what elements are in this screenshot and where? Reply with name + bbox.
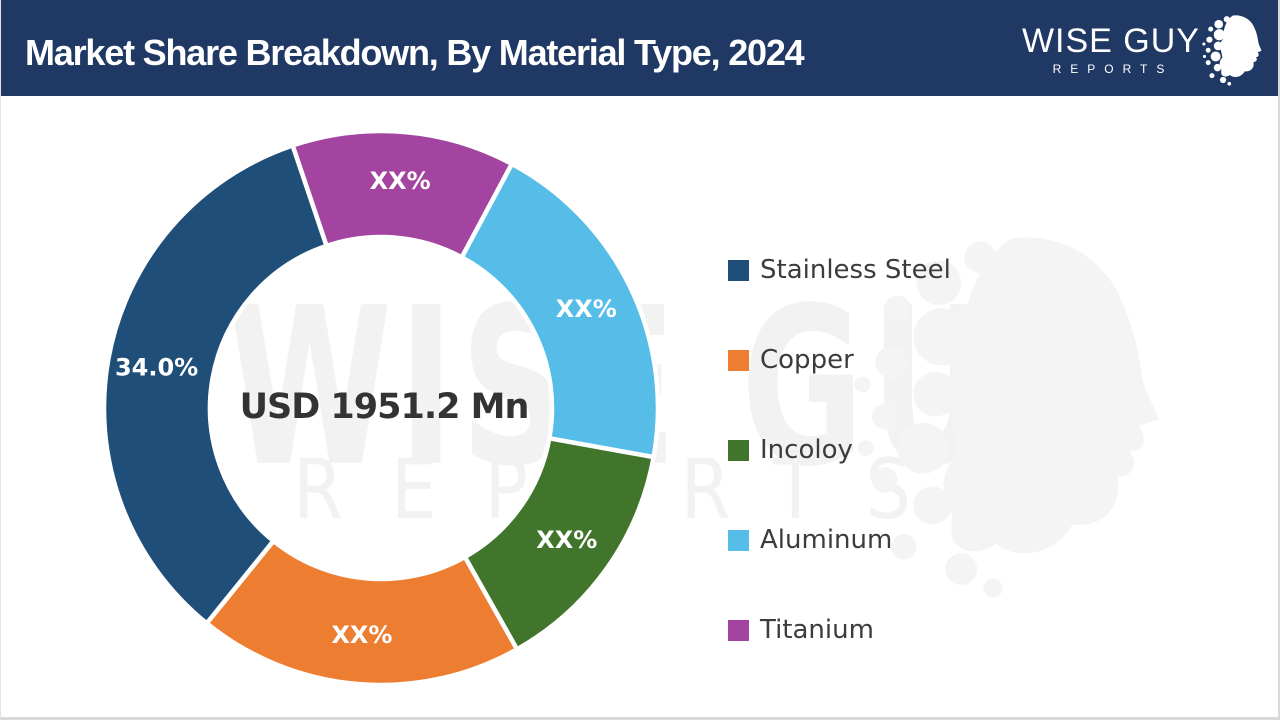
head-watermark-icon [854,237,1159,598]
legend-label: Copper [760,345,854,375]
legend-label: Aluminum [760,525,893,555]
slice-aluminum [459,161,661,460]
slice-stainless-steel [101,143,329,626]
center-value: USD 1951.2 Mn [239,387,530,427]
legend-item-copper: Copper [728,345,951,375]
legend-swatch [728,259,749,281]
legend-label: Stainless Steel [760,255,951,285]
legend-label: Titanium [760,615,874,645]
legend-item-aluminum: Aluminum [728,525,951,555]
legend-item-stainless-steel: Stainless Steel [728,255,951,285]
slice-label-stainless-steel: 34.0% [115,354,198,382]
slice-label-aluminum: XX% [556,295,617,323]
wiseguy-face-icon [1202,15,1262,86]
legend-swatch [728,349,749,371]
logo-text: WISE GUY REPORTS [1022,22,1200,76]
slice-copper [204,538,520,688]
legend-label: Incoloy [760,435,853,465]
legend-item-titanium: Titanium [728,615,951,645]
legend-item-incoloy: Incoloy [728,435,951,465]
slice-label-titanium: XX% [370,167,431,195]
page-title: Market Share Breakdown, By Material Type… [25,32,805,73]
legend: Stainless Steel Copper Incoloy Aluminum Tita… [728,255,951,709]
logo-wordmark: WISE GUY [1021,22,1200,60]
slice-label-copper: XX% [331,621,392,649]
legend-swatch [728,619,749,641]
logo-subtitle: REPORTS [1052,62,1174,76]
legend-swatch [728,439,749,461]
legend-swatch [728,529,749,551]
header: Market Share Breakdown, By Material Type… [1,0,1278,96]
slice-label-incoloy: XX% [536,526,597,554]
wiseguy-logo: WISE GUY REPORTS [1022,9,1264,89]
